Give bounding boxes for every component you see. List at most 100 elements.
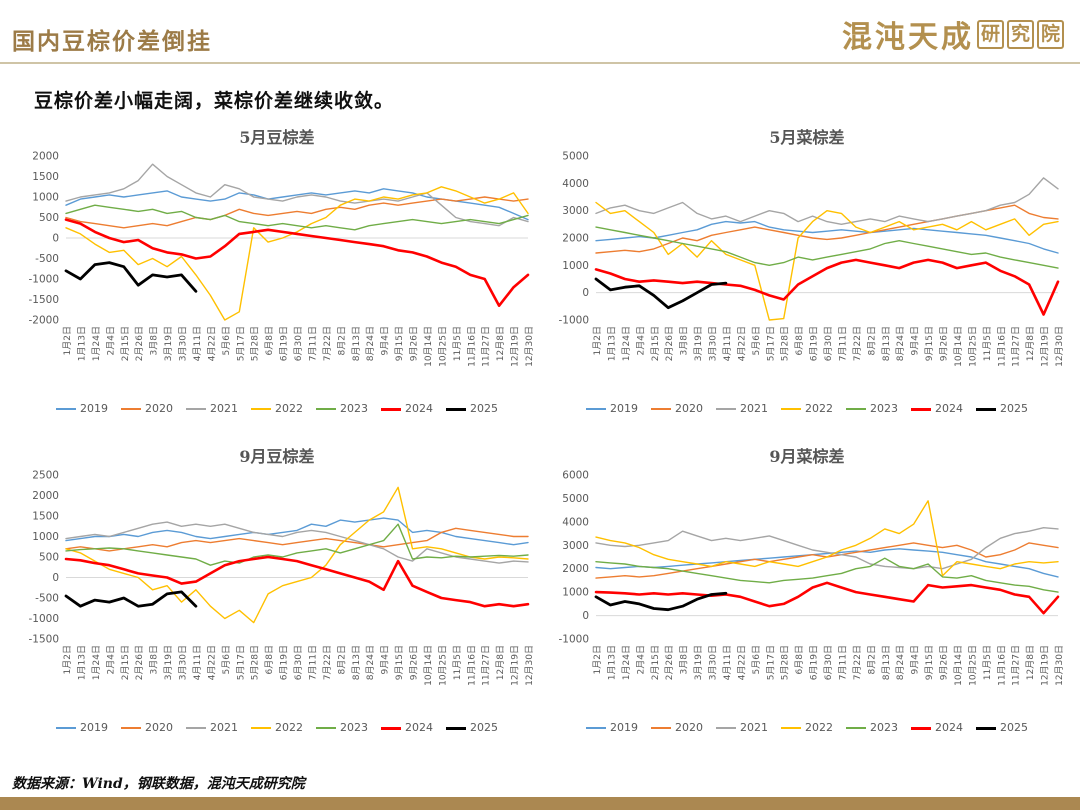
x-axis-label: 10月25日 [437,645,448,686]
x-axis-label: 2月26日 [134,326,145,361]
series-line-2025 [594,277,728,310]
x-axis-label: 7月22日 [322,326,333,361]
x-axis-label: 11月16日 [466,645,477,686]
chart-panel-may-rapeseed-palm: 5月菜棕差 5000 4000 3000 2000 1000 0 -1000 1月2日 1月13… [550,124,1064,415]
x-axis-label: 9月4日 [380,326,391,355]
legend-item-2023: 2023 [846,402,898,415]
legend-label: 2021 [210,721,238,734]
x-axis-label: 6月8日 [264,645,275,674]
legend-swatch [911,726,931,730]
chart-panel-sep-soy-palm: 9月豆棕差 2500 2000 1500 1000 500 0 -500 -1000 -1500… [20,443,534,734]
series-line-2024 [64,218,530,307]
x-axis-label: 7月22日 [322,645,333,680]
legend-item-2021: 2021 [716,721,768,734]
legend-label: 2022 [275,402,303,415]
x-axis-label: 9月26日 [939,645,950,680]
x-axis-label: 4月22日 [736,645,747,680]
legend-item-2025: 2025 [446,721,498,734]
series-line-2019 [595,220,1059,254]
series-line-2025 [64,590,198,608]
x-axis-label: 2月15日 [120,645,131,680]
legend-swatch [716,727,736,729]
x-axis-label: 10月14日 [423,326,434,367]
x-axis-label: 7月22日 [852,645,863,680]
series-line-2022 [595,500,1059,577]
legend-label: 2025 [1000,402,1028,415]
legend-item-2024: 2024 [911,721,963,734]
x-axis-label: 7月11日 [837,645,848,680]
x-axis-label: 1月13日 [606,326,617,361]
series-line-2022 [65,186,529,321]
legend-item-2025: 2025 [976,402,1028,415]
footer-bar [0,797,1080,810]
legend-swatch [381,726,401,730]
x-axis-label: 1月2日 [592,645,603,674]
x-axis-label: 8月13日 [881,326,892,361]
x-axis-label: 8月2日 [866,645,877,674]
y-axis-label: 1000 [32,192,59,204]
series-line-2021 [595,177,1059,226]
series-line-2024 [64,555,530,608]
y-axis-label: 1000 [32,531,59,543]
x-axis-label: 6月8日 [794,326,805,355]
legend-item-2020: 2020 [651,402,703,415]
x-axis-label: 6月30日 [823,645,834,680]
x-axis-label: 8月24日 [365,326,376,361]
legend-item-2022: 2022 [251,721,303,734]
chart-title: 5月菜棕差 [769,128,845,147]
summary-text: 豆棕价差小幅走阔，菜棕价差继续收敛。 [34,90,395,112]
logo-suffix-char: 究 [1006,19,1034,49]
x-axis-label: 2月15日 [650,645,661,680]
legend-label: 2024 [405,402,433,415]
x-axis-label: 10月14日 [423,645,434,686]
x-axis-label: 2月4日 [635,645,646,674]
legend-swatch [251,727,271,729]
x-axis-label: 7月22日 [852,326,863,361]
legend-item-2021: 2021 [186,402,238,415]
chart-legend: 2019 2020 2021 2022 2023 2024 2025 [550,402,1064,415]
x-axis-label: 11月27日 [1011,326,1022,367]
legend-item-2024: 2024 [381,402,433,415]
x-axis-label: 9月26日 [409,645,420,680]
x-axis-label: 2月15日 [650,326,661,361]
x-axis-label: 12月30日 [1054,645,1064,686]
legend-item-2023: 2023 [846,721,898,734]
y-axis-label: 2500 [32,470,59,482]
legend-item-2020: 2020 [121,402,173,415]
x-axis-label: 5月17日 [765,645,776,680]
x-axis-label: 3月8日 [149,645,160,674]
series-line-2025 [64,261,198,293]
x-axis-label: 2月26日 [664,645,675,680]
x-axis-label: 5月6日 [751,326,762,355]
logo-suffix-char: 研 [976,19,1004,49]
y-axis-label: 3000 [562,540,589,552]
x-axis-label: 2月15日 [120,326,131,361]
legend-label: 2022 [805,402,833,415]
legend-item-2021: 2021 [716,402,768,415]
x-axis-label: 9月4日 [910,645,921,674]
x-axis-label: 4月11日 [722,326,733,361]
legend-label: 2023 [870,721,898,734]
series-line-2021 [65,163,529,227]
x-axis-label: 9月26日 [939,326,950,361]
y-axis-label: 3000 [562,205,589,217]
x-axis-label: 2月4日 [105,326,116,355]
legend-item-2019: 2019 [56,721,108,734]
series-line-2023 [595,557,1059,593]
series-line-2019 [65,517,529,546]
page-title: 国内豆棕价差倒挂 [12,28,212,55]
y-axis-label: 4000 [562,178,589,190]
series-line-2020 [595,542,1059,579]
y-axis-label: -1000 [28,274,59,286]
series-line-2022 [65,486,529,624]
y-axis-label: -1000 [558,634,589,646]
y-axis-label: 5000 [562,151,589,163]
legend-swatch [586,727,606,729]
series-line-2022 [595,201,1059,321]
x-axis-label: 7月11日 [307,326,318,361]
legend-label: 2023 [870,402,898,415]
x-axis-label: 3月8日 [679,645,690,674]
x-axis-label: 12月8日 [495,326,506,361]
legend-swatch [446,726,466,730]
